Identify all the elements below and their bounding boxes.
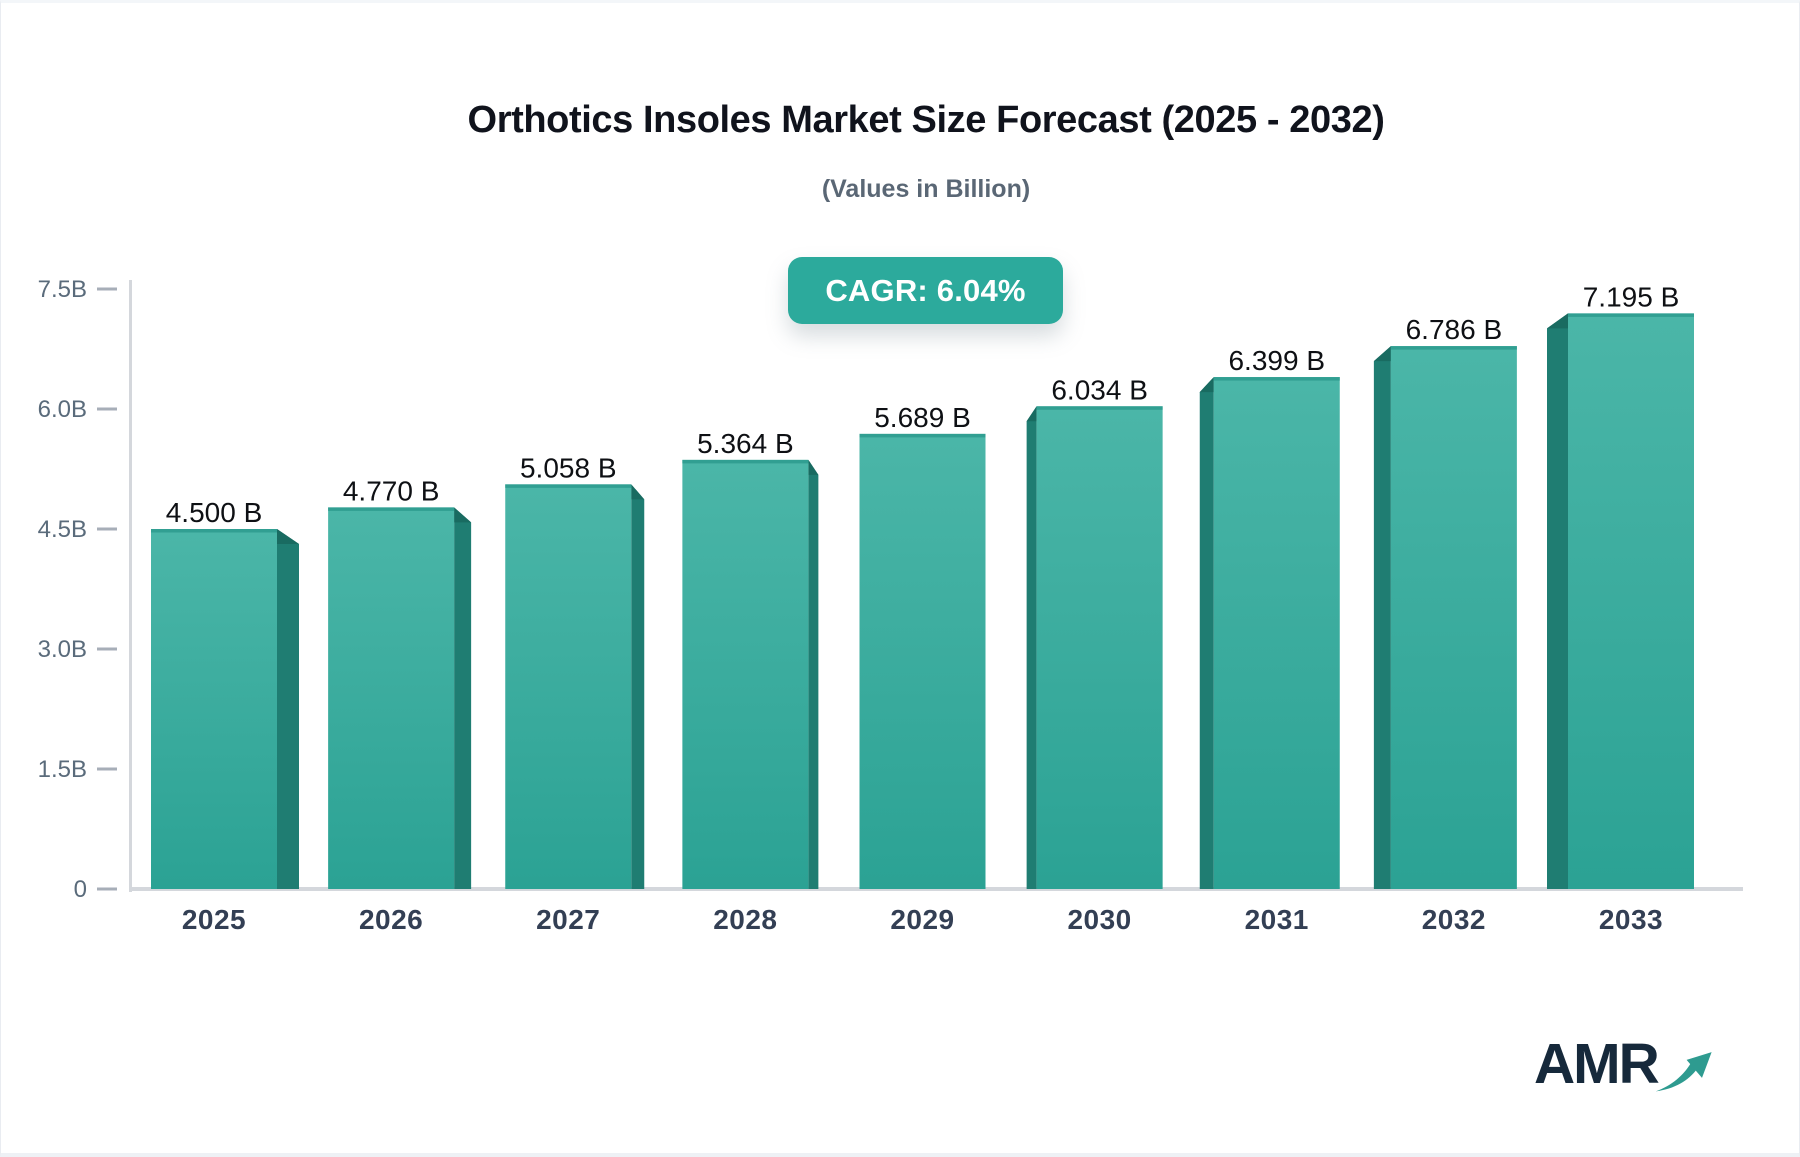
bar-2025: 4.500 B 2025 bbox=[151, 497, 299, 935]
bar-front-face bbox=[1390, 346, 1517, 889]
x-category-label: 2030 bbox=[1067, 904, 1131, 935]
bar-2029: 5.689 B 2029 bbox=[859, 402, 986, 935]
bar-side-slant bbox=[454, 507, 472, 523]
bar-side-slant bbox=[808, 459, 819, 475]
y-tick-dash bbox=[97, 287, 117, 291]
bar-front-face bbox=[859, 433, 986, 889]
bar-top-edge bbox=[505, 484, 632, 488]
bar-top-edge bbox=[151, 529, 277, 533]
y-tick-label: 6.0B bbox=[38, 396, 87, 423]
chart-subtitle: (Values in Billion) bbox=[821, 175, 1031, 203]
bar-side-face bbox=[454, 507, 472, 889]
x-category-label: 2029 bbox=[890, 904, 954, 935]
chart-title: Orthotics Insoles Market Size Forecast (… bbox=[467, 99, 1385, 141]
bar-top-edge bbox=[1036, 406, 1163, 410]
bar-side-face bbox=[1199, 377, 1214, 889]
bar-side-slant bbox=[631, 484, 645, 500]
cagr-badge: CAGR: 6.04% bbox=[788, 257, 1063, 324]
bar-front-face bbox=[682, 459, 809, 889]
bar-value-label: 6.786 B bbox=[1406, 314, 1503, 345]
x-category-label: 2032 bbox=[1422, 904, 1486, 935]
trending-up-arrow-icon bbox=[1655, 1052, 1712, 1092]
bar-top-edge bbox=[682, 459, 809, 464]
bar-top-edge bbox=[1568, 313, 1694, 317]
bar-top-edge bbox=[859, 433, 986, 438]
y-tick-label: 7.5B bbox=[38, 276, 87, 303]
bar-2030: 6.034 B 2030 bbox=[1026, 374, 1163, 935]
x-category-label: 2026 bbox=[359, 904, 423, 935]
x-category-label: 2031 bbox=[1245, 904, 1309, 935]
y-tick-dash bbox=[97, 887, 117, 891]
bar-side-slant bbox=[277, 529, 299, 544]
bar-side-slant bbox=[1373, 346, 1391, 362]
bar-2026: 4.770 B 2026 bbox=[328, 475, 472, 935]
arrow-swoosh bbox=[1655, 1063, 1698, 1092]
y-axis-line bbox=[129, 280, 132, 892]
y-tick-label: 1.5B bbox=[38, 756, 87, 783]
bar-side-face bbox=[808, 459, 819, 889]
bar-front-face bbox=[505, 484, 632, 889]
bar-value-label: 5.058 B bbox=[520, 452, 617, 483]
bar-value-label: 6.399 B bbox=[1228, 345, 1325, 376]
bar-top-edge bbox=[1213, 377, 1340, 381]
bar-value-label: 4.770 B bbox=[343, 475, 440, 506]
y-tick-dash bbox=[97, 767, 117, 771]
bar-2028: 5.364 B 2028 bbox=[682, 428, 819, 935]
bar-2027: 5.058 B 2027 bbox=[505, 452, 645, 935]
bar-side-face bbox=[631, 484, 645, 889]
bar-chart: 7.5B 6.0B 4.5B 3.0B 1.5B 0 4.500 B 2025 4.770 B 2… bbox=[38, 276, 1743, 935]
bar-side-face bbox=[1547, 313, 1568, 889]
bar-value-label: 6.034 B bbox=[1051, 374, 1148, 405]
arrow-head bbox=[1686, 1052, 1712, 1078]
bar-2031: 6.399 B 2031 bbox=[1199, 345, 1340, 935]
bar-side-face bbox=[1373, 346, 1391, 889]
bar-side-face bbox=[1026, 406, 1037, 889]
amr-logo: AMR bbox=[1534, 1036, 1714, 1116]
y-tick-label: 4.5B bbox=[38, 516, 87, 543]
bar-value-label: 7.195 B bbox=[1583, 281, 1680, 312]
x-category-label: 2027 bbox=[536, 904, 600, 935]
y-tick-dash bbox=[97, 407, 117, 411]
y-tick-dash bbox=[97, 527, 117, 531]
y-tick-label: 0 bbox=[74, 876, 87, 903]
y-tick-label: 3.0B bbox=[38, 636, 87, 663]
bar-front-face bbox=[328, 507, 455, 889]
bar-2032: 6.786 B 2032 bbox=[1373, 314, 1517, 935]
y-tick-dash bbox=[97, 647, 117, 651]
bar-front-face bbox=[1568, 313, 1694, 889]
bar-front-face bbox=[1036, 406, 1163, 889]
bar-2033: 7.195 B 2033 bbox=[1547, 281, 1694, 935]
bar-side-slant bbox=[1547, 313, 1568, 329]
x-category-label: 2033 bbox=[1599, 904, 1663, 935]
bar-front-face bbox=[151, 529, 277, 889]
bar-side-face bbox=[277, 529, 299, 889]
bar-value-label: 5.364 B bbox=[697, 428, 794, 459]
amr-logo-text: AMR bbox=[1534, 1032, 1660, 1096]
bar-top-edge bbox=[328, 507, 455, 511]
x-category-label: 2025 bbox=[182, 904, 246, 935]
bar-side-slant bbox=[1199, 377, 1214, 393]
bar-front-face bbox=[1213, 377, 1340, 889]
bar-side-slant bbox=[1026, 406, 1037, 422]
bar-value-label: 4.500 B bbox=[166, 497, 263, 528]
bar-value-label: 5.689 B bbox=[874, 402, 971, 433]
x-category-label: 2028 bbox=[713, 904, 777, 935]
bar-top-edge bbox=[1390, 346, 1517, 350]
